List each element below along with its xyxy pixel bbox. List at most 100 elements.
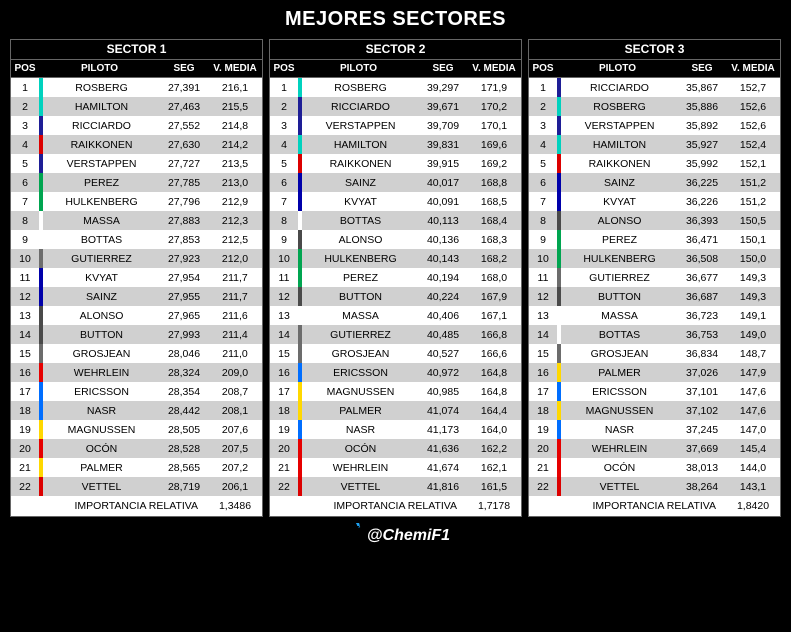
- table-row: 2HAMILTON27,463215,5: [11, 97, 262, 116]
- cell-vmedia: 169,2: [467, 154, 521, 173]
- team-color-bar: [39, 401, 43, 420]
- pilot-name: KVYAT: [85, 272, 118, 284]
- pilot-name: OCÓN: [345, 443, 377, 455]
- cell-seg: 36,226: [678, 192, 726, 211]
- cell-seg: 41,074: [419, 401, 467, 420]
- twitter-icon: [341, 523, 361, 548]
- pilot-name: BUTTON: [339, 291, 382, 303]
- table-row: 3VERSTAPPEN39,709170,1: [270, 116, 521, 135]
- cell-pos: 1: [11, 78, 39, 98]
- pilot-name: VETTEL: [82, 481, 122, 493]
- table-row: 15GROSJEAN28,046211,0: [11, 344, 262, 363]
- table-row: 21WEHRLEIN41,674162,1: [270, 458, 521, 477]
- cell-vmedia: 152,7: [726, 78, 780, 98]
- column-header: POS: [529, 60, 557, 78]
- relative-label: IMPORTANCIA RELATIVA: [298, 496, 467, 516]
- cell-vmedia: 161,5: [467, 477, 521, 496]
- pilot-name: MASSA: [601, 310, 638, 322]
- table-row: 22VETTEL38,264143,1: [529, 477, 780, 496]
- team-color-bar: [557, 458, 561, 477]
- table-row: 4HAMILTON35,927152,4: [529, 135, 780, 154]
- pilot-name: RAIKKONEN: [330, 158, 392, 170]
- team-color-bar: [298, 306, 302, 325]
- table-row: 17MAGNUSSEN40,985164,8: [270, 382, 521, 401]
- column-header: V. MEDIA: [726, 60, 780, 78]
- team-color-bar: [557, 78, 561, 97]
- cell-pos: 21: [270, 458, 298, 477]
- pilot-name: VERSTAPPEN: [585, 120, 655, 132]
- cell-seg: 41,816: [419, 477, 467, 496]
- footer-empty: [270, 496, 298, 516]
- table-row: 11GUTIERREZ36,677149,3: [529, 268, 780, 287]
- pilot-name: ERICSSON: [592, 386, 647, 398]
- cell-pos: 22: [270, 477, 298, 496]
- column-header: V. MEDIA: [208, 60, 262, 78]
- cell-pos: 14: [270, 325, 298, 344]
- cell-pos: 7: [529, 192, 557, 211]
- table-row: 21PALMER28,565207,2: [11, 458, 262, 477]
- cell-vmedia: 164,8: [467, 363, 521, 382]
- team-color-bar: [298, 477, 302, 496]
- pilot-name: GUTIERREZ: [71, 253, 132, 265]
- cell-pilot: OCÓN: [39, 439, 160, 458]
- table-row: 11KVYAT27,954211,7: [11, 268, 262, 287]
- cell-pos: 18: [11, 401, 39, 420]
- cell-seg: 39,297: [419, 78, 467, 98]
- team-color-bar: [298, 116, 302, 135]
- cell-seg: 28,565: [160, 458, 208, 477]
- cell-seg: 35,886: [678, 97, 726, 116]
- cell-vmedia: 147,6: [726, 382, 780, 401]
- cell-pos: 19: [529, 420, 557, 439]
- cell-seg: 27,965: [160, 306, 208, 325]
- cell-pos: 6: [11, 173, 39, 192]
- cell-vmedia: 145,4: [726, 439, 780, 458]
- cell-vmedia: 211,6: [208, 306, 262, 325]
- cell-seg: 39,915: [419, 154, 467, 173]
- team-color-bar: [298, 249, 302, 268]
- cell-vmedia: 168,2: [467, 249, 521, 268]
- cell-pos: 7: [270, 192, 298, 211]
- team-color-bar: [39, 458, 43, 477]
- cell-seg: 27,853: [160, 230, 208, 249]
- table-row: 11PEREZ40,194168,0: [270, 268, 521, 287]
- cell-seg: 41,636: [419, 439, 467, 458]
- cell-vmedia: 207,2: [208, 458, 262, 477]
- table-row: 19NASR37,245147,0: [529, 420, 780, 439]
- table-row: 3RICCIARDO27,552214,8: [11, 116, 262, 135]
- cell-pilot: WEHRLEIN: [298, 458, 419, 477]
- cell-pilot: SAINZ: [298, 173, 419, 192]
- cell-pos: 21: [529, 458, 557, 477]
- team-color-bar: [298, 344, 302, 363]
- cell-seg: 36,225: [678, 173, 726, 192]
- pilot-name: HULKENBERG: [65, 196, 137, 208]
- cell-seg: 27,955: [160, 287, 208, 306]
- pilot-name: VERSTAPPEN: [326, 120, 396, 132]
- cell-seg: 37,026: [678, 363, 726, 382]
- team-color-bar: [39, 363, 43, 382]
- cell-pilot: GUTIERREZ: [557, 268, 678, 287]
- data-table: POSPILOTOSEGV. MEDIA1ROSBERG39,297171,92…: [270, 60, 521, 516]
- table-row: 16ERICSSON40,972164,8: [270, 363, 521, 382]
- cell-pilot: BUTTON: [39, 325, 160, 344]
- team-color-bar: [39, 78, 43, 97]
- pilot-name: PALMER: [339, 405, 381, 417]
- cell-pilot: MASSA: [298, 306, 419, 325]
- team-color-bar: [39, 211, 43, 230]
- cell-vmedia: 150,5: [726, 211, 780, 230]
- cell-pilot: PEREZ: [557, 230, 678, 249]
- team-color-bar: [39, 230, 43, 249]
- team-color-bar: [298, 439, 302, 458]
- pilot-name: RAIKKONEN: [589, 158, 651, 170]
- cell-pos: 16: [529, 363, 557, 382]
- cell-seg: 36,753: [678, 325, 726, 344]
- cell-seg: 37,102: [678, 401, 726, 420]
- cell-pos: 8: [529, 211, 557, 230]
- column-header: PILOTO: [557, 60, 678, 78]
- team-color-bar: [39, 439, 43, 458]
- team-color-bar: [298, 192, 302, 211]
- cell-vmedia: 148,7: [726, 344, 780, 363]
- pilot-name: NASR: [605, 424, 634, 436]
- sector-table: SECTOR 3POSPILOTOSEGV. MEDIA1RICCIARDO35…: [528, 39, 781, 517]
- table-row: 2ROSBERG35,886152,6: [529, 97, 780, 116]
- cell-vmedia: 167,9: [467, 287, 521, 306]
